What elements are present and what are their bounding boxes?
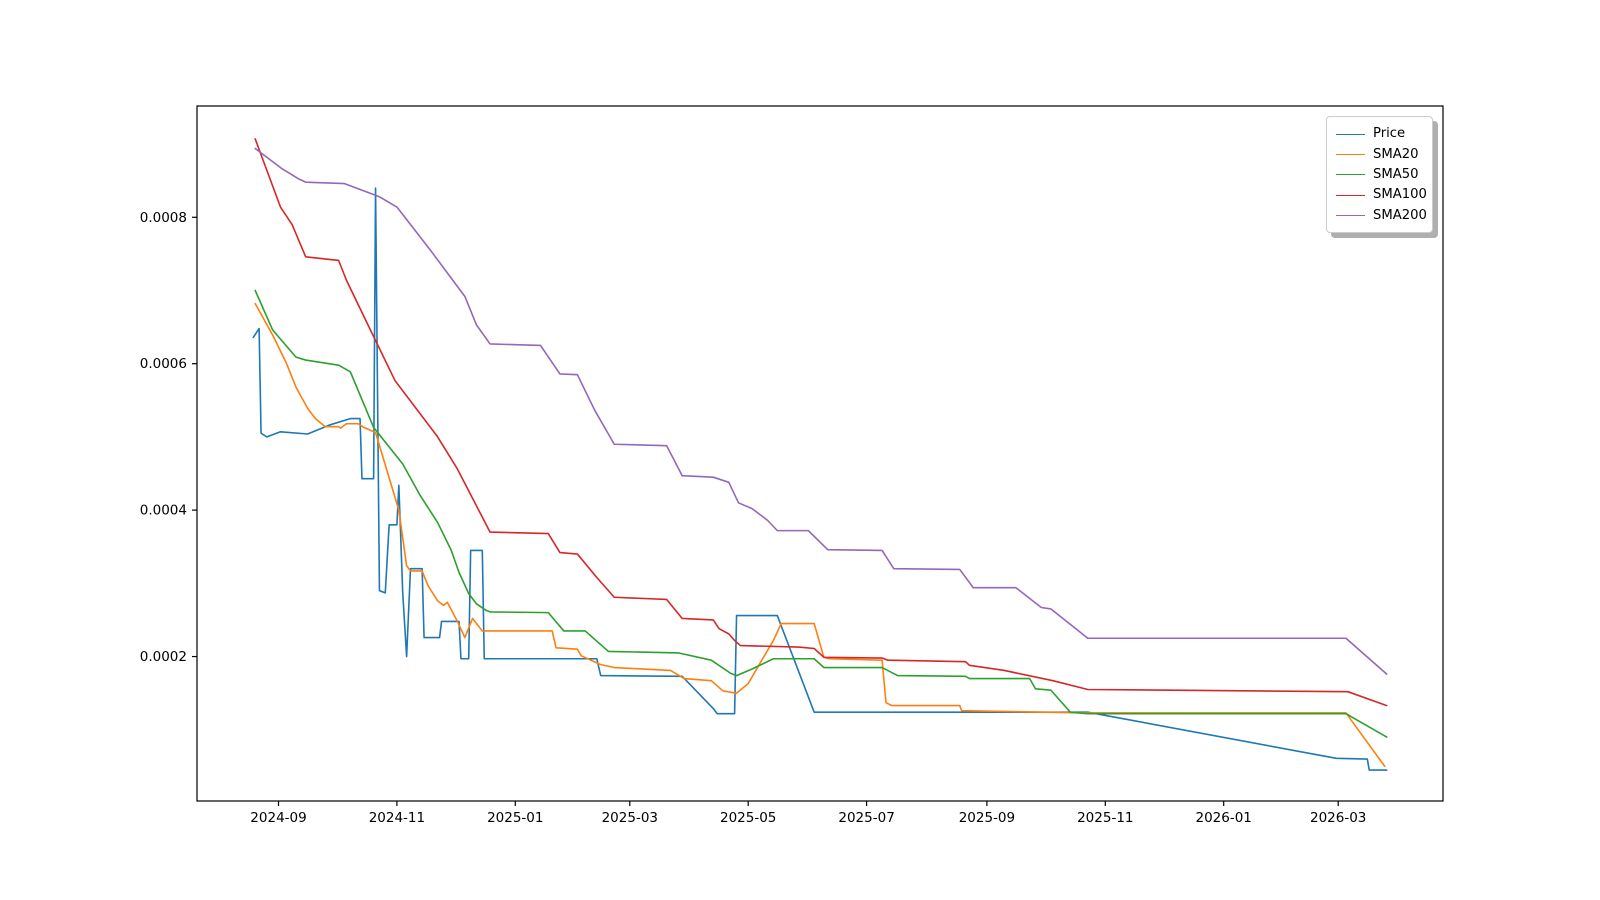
legend-label-price: Price: [1373, 126, 1406, 142]
series-line-sma20: [254, 302, 1386, 768]
legend-label-sma100: SMA100: [1373, 187, 1427, 203]
y-tick-label: 0.0004: [140, 503, 187, 519]
x-tick-label: 2025-09: [959, 810, 1015, 826]
y-tick-label: 0.0008: [140, 210, 187, 226]
x-tick-label: 2024-09: [250, 810, 306, 826]
legend-swatch-sma200: [1336, 215, 1365, 217]
y-tick-label: 0.0006: [140, 356, 187, 372]
series-line-sma100: [254, 138, 1388, 707]
x-tick-label: 2026-03: [1310, 810, 1366, 826]
legend-label-sma50: SMA50: [1373, 166, 1419, 182]
series-line-price: [252, 187, 1388, 771]
plot-border: [196, 105, 1444, 802]
legend-label-sma200: SMA200: [1373, 207, 1427, 223]
x-tick-label: 2025-05: [720, 810, 776, 826]
legend-swatch-sma20: [1336, 154, 1365, 156]
y-tick-label: 0.0002: [140, 649, 187, 665]
x-tick-label: 2025-03: [602, 810, 658, 826]
x-tick-label: 2025-01: [487, 810, 543, 826]
legend-swatch-sma100: [1336, 194, 1365, 196]
series-line-sma50: [254, 289, 1388, 738]
legend-item-sma50: SMA50: [1336, 165, 1423, 185]
x-tick-label: 2026-01: [1195, 810, 1251, 826]
x-tick-label: 2024-11: [369, 810, 425, 826]
legend-item-price: Price: [1336, 124, 1423, 144]
legend-swatch-sma50: [1336, 174, 1365, 176]
legend-item-sma20: SMA20: [1336, 144, 1423, 164]
legend-label-sma20: SMA20: [1373, 146, 1419, 162]
x-tick-label: 2025-11: [1077, 810, 1133, 826]
x-tick-label: 2025-07: [838, 810, 894, 826]
legend-item-sma200: SMA200: [1336, 206, 1427, 226]
series-line-sma200: [254, 147, 1388, 675]
legend-swatch-price: [1336, 133, 1365, 135]
legend: Price SMA20 SMA50 SMA100 SMA200: [1326, 116, 1433, 233]
legend-item-sma100: SMA100: [1336, 185, 1427, 205]
